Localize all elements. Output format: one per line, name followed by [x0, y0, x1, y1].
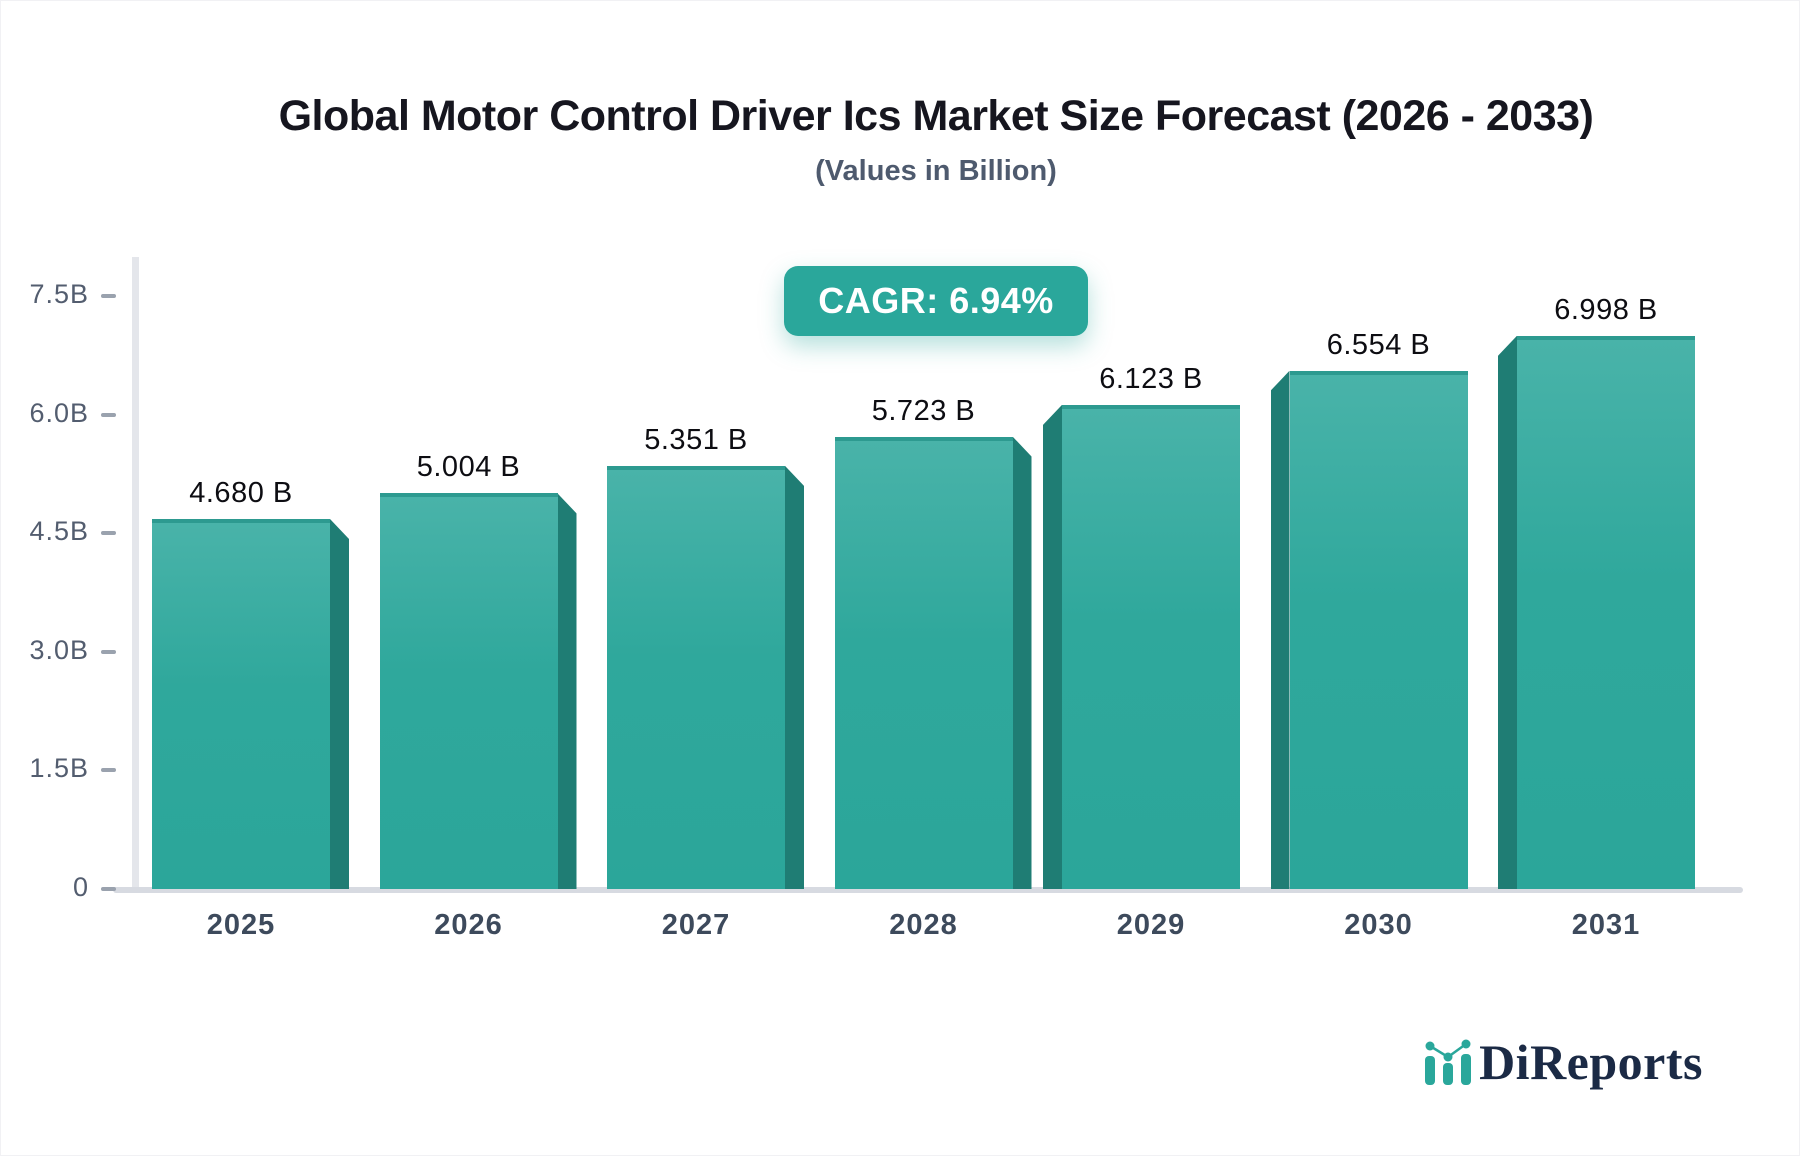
chart-title: Global Motor Control Driver Ics Market S… [278, 92, 1594, 140]
bar-2031 [1517, 335, 1695, 889]
y-tick-label: 0 [72, 872, 89, 902]
logo-text: DiReports [1479, 1034, 1703, 1090]
cagr-badge-label: CAGR: 6.94% [818, 279, 1054, 321]
y-tick-mark [101, 887, 116, 891]
chart-subtitle: (Values in Billion) [815, 154, 1057, 187]
bar-value-label: 6.554 B [1326, 328, 1431, 361]
bar-side-face [557, 493, 577, 889]
y-tick-mark [101, 294, 116, 298]
y-tick-mark [101, 649, 116, 654]
y-tick-mark [101, 412, 116, 417]
bar-side-face [1012, 436, 1032, 889]
bar-side-face [1498, 335, 1517, 889]
y-tick-mark [101, 531, 116, 536]
bar-2030 [1289, 370, 1468, 889]
bar-side-face [785, 465, 804, 889]
bar-value-label: 5.004 B [416, 451, 521, 484]
x-axis-label: 2030 [1344, 909, 1413, 941]
y-tick-mark [101, 768, 116, 773]
mini-bar-chart-icon [1425, 1039, 1472, 1085]
x-axis-label: 2031 [1571, 909, 1641, 941]
y-axis-line [132, 257, 139, 893]
bar-side-face [1043, 404, 1062, 889]
cagr-badge: CAGR: 6.94% [784, 265, 1088, 336]
x-axis-label: 2028 [889, 909, 958, 941]
bar-value-label: 6.123 B [1099, 362, 1203, 395]
x-axis-label: 2025 [206, 909, 276, 941]
bar-value-label: 4.680 B [189, 476, 293, 509]
bar-2027 [607, 465, 785, 889]
x-axis-label: 2029 [1116, 909, 1186, 941]
bar-side-face [330, 518, 349, 889]
bar-2028 [834, 436, 1013, 889]
y-tick-label: 4.5B [29, 516, 89, 547]
chart-header: Global Motor Control Driver Ics Market S… [71, 91, 1799, 336]
y-tick-label: 7.5B [29, 279, 89, 309]
bar-side-face [1270, 370, 1290, 889]
x-axis-line [113, 887, 1743, 893]
x-axis-label: 2026 [434, 909, 503, 941]
y-tick-label: 1.5B [29, 753, 89, 784]
y-tick-label: 6.0B [29, 397, 89, 428]
direports-logo: DiReports [1423, 1033, 1703, 1091]
bar-2025 [152, 518, 330, 889]
bar-value-label: 6.998 B [1554, 293, 1658, 326]
bar-2029 [1062, 404, 1240, 889]
y-tick-label: 3.0B [29, 634, 89, 665]
bar-value-label: 5.723 B [871, 394, 976, 427]
bar-2026 [379, 493, 558, 889]
bar-value-label: 5.351 B [644, 423, 748, 456]
x-axis-label: 2027 [661, 909, 731, 941]
